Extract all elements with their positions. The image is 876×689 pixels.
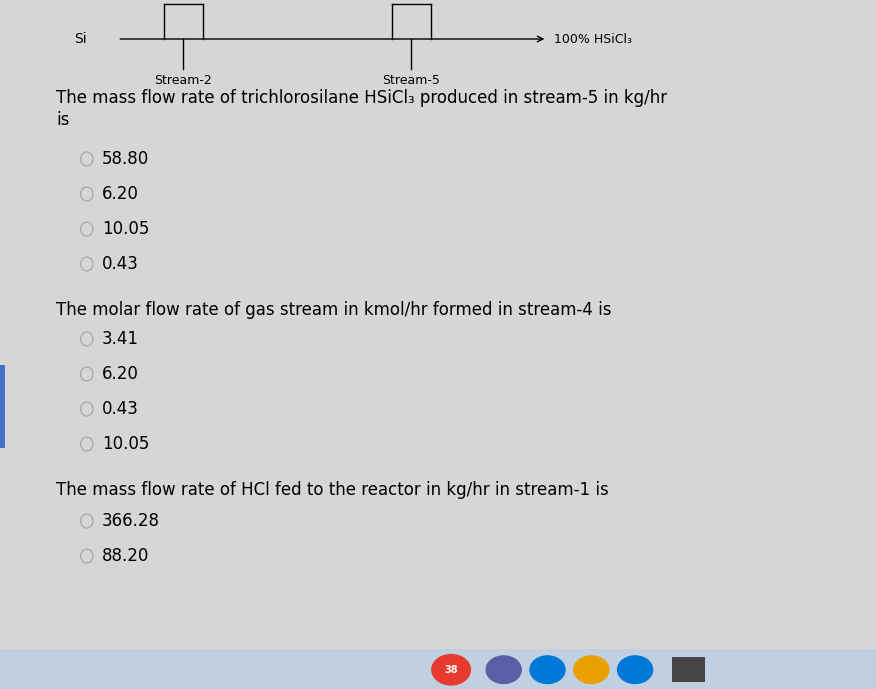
Text: 366.28: 366.28 xyxy=(102,512,159,530)
Text: 10.05: 10.05 xyxy=(102,220,149,238)
Text: 100% HSiCl₃: 100% HSiCl₃ xyxy=(555,32,632,45)
Text: is: is xyxy=(56,111,69,129)
Text: 6.20: 6.20 xyxy=(102,365,138,383)
Text: The molar flow rate of gas stream in kmol/hr formed in stream-4 is: The molar flow rate of gas stream in kmo… xyxy=(56,301,611,319)
Text: 88.20: 88.20 xyxy=(102,547,149,565)
Text: Stream-5: Stream-5 xyxy=(383,74,441,87)
Text: 38: 38 xyxy=(444,665,458,675)
Text: 10.05: 10.05 xyxy=(102,435,149,453)
Text: 3.41: 3.41 xyxy=(102,330,138,348)
Text: 0.43: 0.43 xyxy=(102,400,138,418)
Text: The mass flow rate of trichlorosilane HSiCl₃ produced in stream-5 in kg/hr: The mass flow rate of trichlorosilane HS… xyxy=(56,89,668,107)
Text: The mass flow rate of HCl fed to the reactor in kg/hr in stream-1 is: The mass flow rate of HCl fed to the rea… xyxy=(56,481,609,499)
Text: 0.43: 0.43 xyxy=(102,255,138,273)
Text: Si: Si xyxy=(74,32,87,46)
Text: Stream-2: Stream-2 xyxy=(154,74,212,87)
Text: 6.20: 6.20 xyxy=(102,185,138,203)
Text: 58.80: 58.80 xyxy=(102,150,149,168)
